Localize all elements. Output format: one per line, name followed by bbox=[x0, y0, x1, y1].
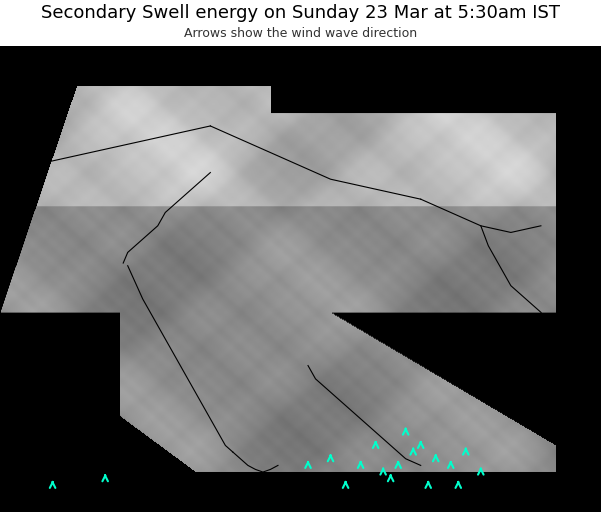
Text: Arrows show the wind wave direction: Arrows show the wind wave direction bbox=[184, 27, 417, 39]
Text: Secondary Swell energy on Sunday 23 Mar at 5:30am IST: Secondary Swell energy on Sunday 23 Mar … bbox=[41, 4, 560, 22]
